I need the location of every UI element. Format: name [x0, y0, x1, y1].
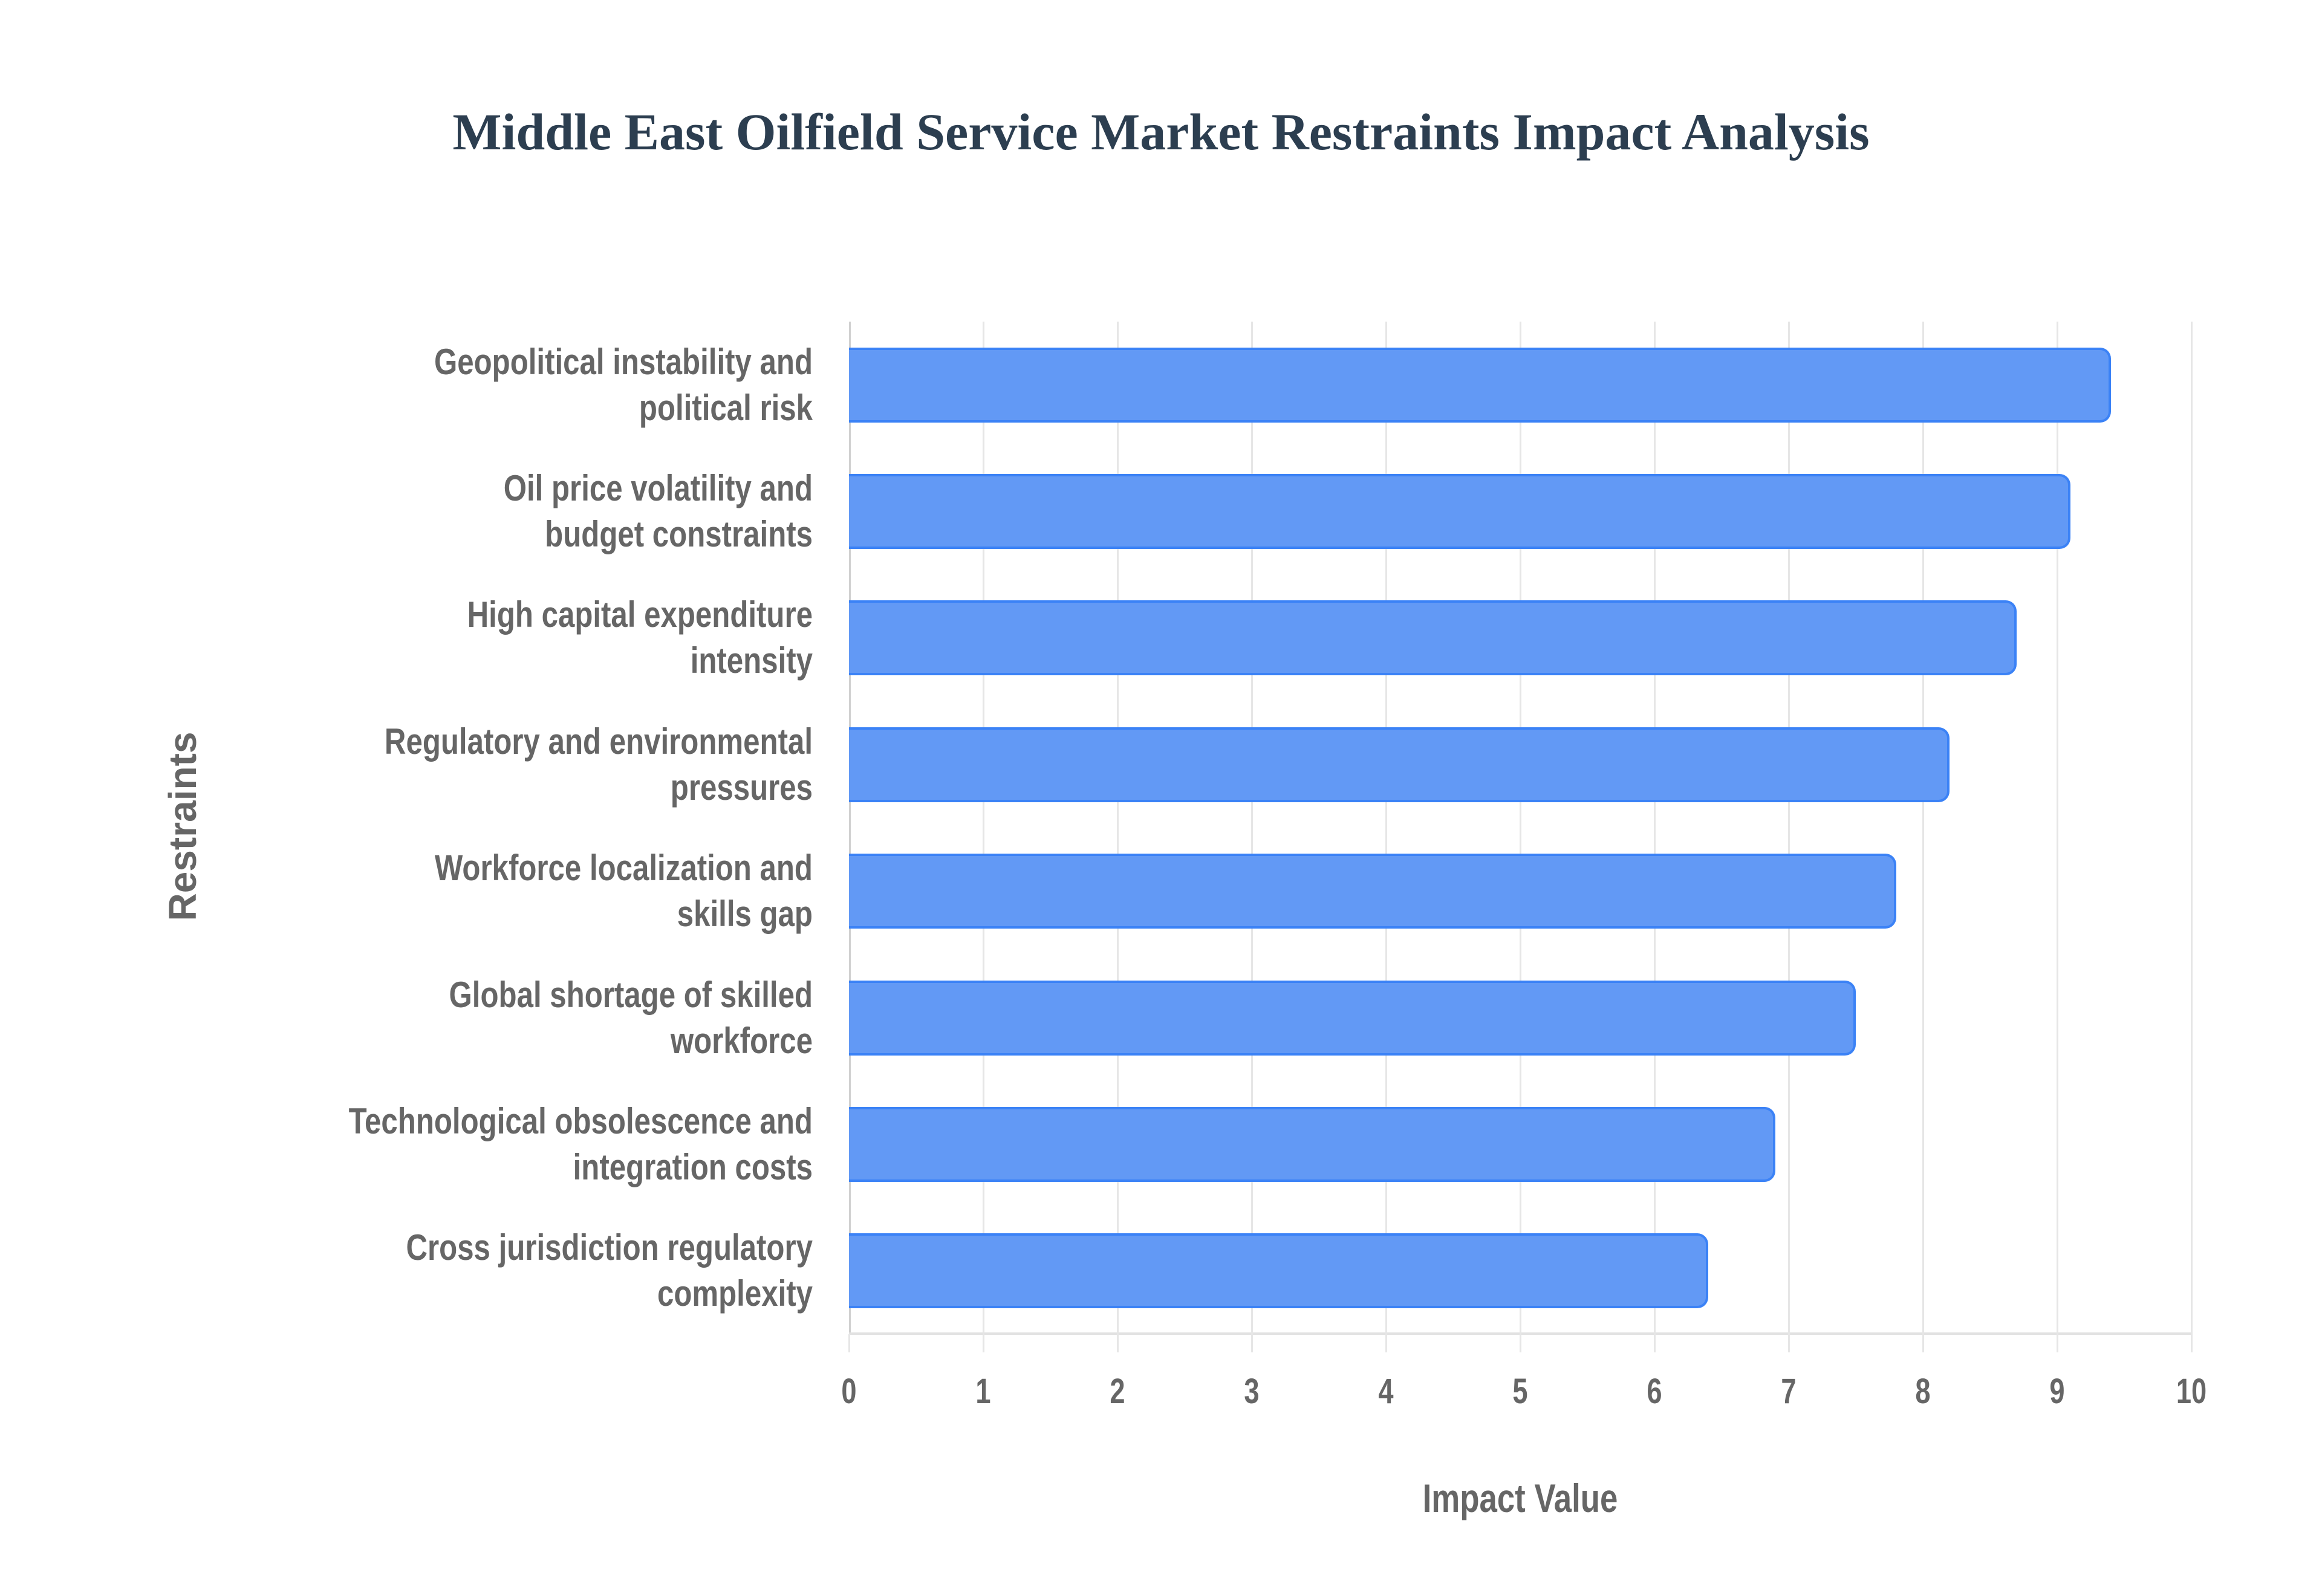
x-tick-label: 2: [1110, 1372, 1125, 1411]
bar[interactable]: [849, 600, 2017, 676]
y-category-label-line: skills gap: [677, 894, 813, 935]
y-category-label-line: integration costs: [573, 1146, 813, 1187]
y-category-label: Cross jurisdiction regulatory complexity: [218, 1225, 813, 1317]
y-category-label-line: Workforce localization and: [434, 848, 813, 889]
y-category-label-line: Cross jurisdiction regulatory: [406, 1227, 813, 1268]
x-tick-label: 10: [2176, 1372, 2207, 1411]
tick-mark: [1117, 1334, 1119, 1352]
tick-mark: [1922, 1334, 1924, 1352]
x-tick-label: 8: [1915, 1372, 1931, 1411]
y-category-label: Regulatory and environmental pressures: [218, 719, 813, 811]
y-category-label: Global shortage of skilled workforce: [218, 972, 813, 1064]
y-category-label-line: Global shortage of skilled: [449, 974, 813, 1015]
x-tick-label: 1: [975, 1372, 991, 1411]
tick-mark: [1654, 1334, 1656, 1352]
gridline: [1385, 322, 1387, 1334]
bar[interactable]: [849, 347, 2111, 423]
y-category-label: Technological obsolescence and integratio…: [218, 1098, 813, 1190]
y-category-label: Geopolitical instability and political ri…: [218, 339, 813, 431]
gridline: [1520, 322, 1521, 1334]
gridline: [983, 322, 984, 1334]
tick-mark: [1251, 1334, 1253, 1352]
tick-mark: [1788, 1334, 1790, 1352]
y-category-label-line: Technological obsolescence and: [348, 1100, 813, 1141]
y-category-label-line: Regulatory and environmental: [384, 721, 813, 762]
y-category-label-line: Oil price volatility and: [503, 468, 813, 509]
bar[interactable]: [849, 854, 1896, 929]
chart-title: Middle East Oilfield Service Market Rest…: [452, 103, 1870, 161]
gridline: [1117, 322, 1119, 1334]
plot-area: [848, 322, 2193, 1352]
y-category-label-line: workforce: [670, 1020, 813, 1061]
gridline: [2057, 322, 2058, 1334]
y-category-label-line: pressures: [670, 767, 813, 808]
y-category-label-line: intensity: [690, 640, 813, 681]
tick-mark: [1520, 1334, 1521, 1352]
tick-mark: [1385, 1334, 1387, 1352]
x-tick-label: 0: [841, 1372, 857, 1411]
tick-mark: [848, 1334, 850, 1352]
x-tick-label: 6: [1647, 1372, 1662, 1411]
gridline: [1788, 322, 1790, 1334]
y-category-label-line: political risk: [639, 387, 813, 428]
y-category-label: Oil price volatility and budget constrain…: [218, 465, 813, 557]
y-axis-line: [849, 322, 851, 1334]
gridline: [1251, 322, 1253, 1334]
y-category-label-line: complexity: [657, 1273, 813, 1314]
y-category-label-line: High capital expenditure: [467, 594, 813, 635]
tick-mark: [983, 1334, 984, 1352]
bar[interactable]: [849, 474, 2071, 550]
y-category-label: Workforce localization and skills gap: [218, 845, 813, 937]
y-category-label-line: Geopolitical instability and: [434, 341, 813, 382]
y-category-label: High capital expenditure intensity: [218, 592, 813, 684]
x-tick-label: 4: [1378, 1372, 1394, 1411]
x-tick-label: 3: [1244, 1372, 1260, 1411]
tick-mark: [2191, 1334, 2193, 1352]
tick-mark: [2057, 1334, 2058, 1352]
x-tick-label: 7: [1781, 1372, 1797, 1411]
bar[interactable]: [849, 1106, 1775, 1182]
gridline: [1654, 322, 1656, 1334]
x-tick-label: 9: [2049, 1372, 2065, 1411]
x-axis-title: Impact Value: [1422, 1476, 1618, 1520]
y-category-label-line: budget constraints: [545, 514, 813, 555]
bar[interactable]: [849, 727, 1950, 802]
gridline: [2191, 322, 2193, 1334]
bar[interactable]: [849, 980, 1856, 1056]
bar[interactable]: [849, 1233, 1708, 1309]
x-tick-label: 5: [1512, 1372, 1528, 1411]
gridline: [1922, 322, 1924, 1334]
y-axis-title: Restraints: [161, 731, 204, 921]
